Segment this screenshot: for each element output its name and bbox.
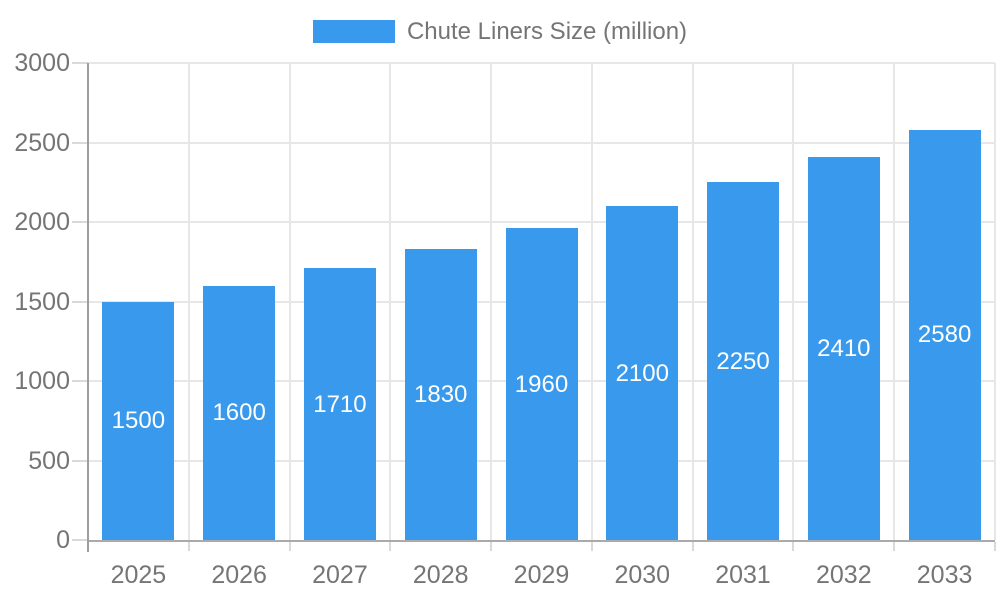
x-axis-tick-label: 2027 [312, 561, 368, 589]
x-axis-tick [288, 542, 291, 551]
bar-value-label: 1600 [212, 399, 266, 427]
y-axis-tick-label: 500 [28, 446, 70, 475]
bar-value-label: 2100 [615, 359, 669, 387]
h-gridline [88, 141, 995, 144]
x-axis-tick [490, 542, 493, 551]
x-axis-tick [792, 542, 795, 551]
chart-legend: Chute Liners Size (million) [0, 19, 1000, 44]
bar-2026: 1600 [203, 285, 276, 540]
bar-value-label: 1960 [514, 370, 569, 398]
bar-2032: 2410 [807, 156, 880, 540]
v-gridline [792, 63, 795, 540]
bar-2027: 1710 [303, 268, 376, 540]
y-axis-tick-label: 2500 [14, 128, 70, 157]
y-axis-tick-label: 1000 [14, 367, 70, 395]
x-axis-tick-label: 2031 [715, 561, 771, 589]
v-gridline [691, 63, 694, 540]
legend-label: Chute Liners Size (million) [406, 18, 688, 45]
v-gridline [187, 63, 190, 540]
bar-value-label: 2410 [817, 334, 871, 362]
bar-2033: 2580 [908, 129, 981, 540]
bar-value-label: 1500 [111, 407, 166, 435]
h-gridline [88, 62, 995, 64]
y-axis-tick [72, 539, 88, 541]
y-axis-tick [72, 221, 88, 223]
y-axis-tick [72, 380, 88, 382]
x-axis-tick-label: 2029 [513, 561, 570, 589]
y-axis-tick [72, 141, 88, 144]
v-gridline [389, 63, 392, 540]
v-gridline [994, 63, 996, 540]
x-axis-tick-label: 2033 [916, 561, 973, 589]
bar-2030: 2100 [606, 206, 679, 540]
bar-2029: 1960 [505, 228, 578, 540]
v-gridline [590, 63, 593, 540]
y-axis-tick-label: 1500 [14, 287, 70, 316]
bar-2028: 1830 [404, 249, 477, 540]
y-axis-tick [72, 300, 88, 303]
bar-value-label: 1710 [313, 390, 367, 418]
x-axis-tick [893, 542, 896, 551]
legend-swatch [312, 20, 395, 43]
legend-item[interactable]: Chute Liners Size (million) [312, 18, 688, 45]
y-axis-line [87, 63, 89, 552]
x-axis-tick [994, 542, 996, 551]
x-axis-tick [187, 542, 190, 551]
x-axis-tick-label: 2032 [816, 561, 872, 589]
bar-value-label: 2250 [716, 347, 770, 375]
bar-value-label: 2580 [917, 321, 972, 349]
x-axis-tick [590, 542, 593, 551]
x-axis-tick-label: 2025 [110, 561, 167, 589]
v-gridline [288, 63, 291, 540]
x-axis-tick-label: 2030 [614, 561, 671, 589]
h-gridline [88, 221, 995, 223]
y-axis-tick-label: 3000 [14, 49, 70, 77]
v-gridline [490, 63, 493, 540]
v-gridline [893, 63, 896, 540]
y-axis-tick [72, 459, 88, 462]
plot-area: 1500 1600 1710 1830 1960 2100 2250 2410 2580 [72, 62, 996, 552]
x-axis-tick-label: 2026 [211, 561, 267, 589]
bar-2031: 2250 [707, 182, 780, 540]
x-axis-tick-label: 2028 [412, 561, 469, 589]
y-axis-tick [72, 62, 88, 64]
bar-2025: 1500 [102, 301, 175, 540]
y-axis-tick-label: 0 [56, 526, 70, 554]
x-axis-tick [389, 542, 392, 551]
bar-value-label: 1830 [414, 381, 468, 409]
x-axis-tick [691, 542, 694, 551]
y-axis-tick-label: 2000 [14, 208, 70, 236]
